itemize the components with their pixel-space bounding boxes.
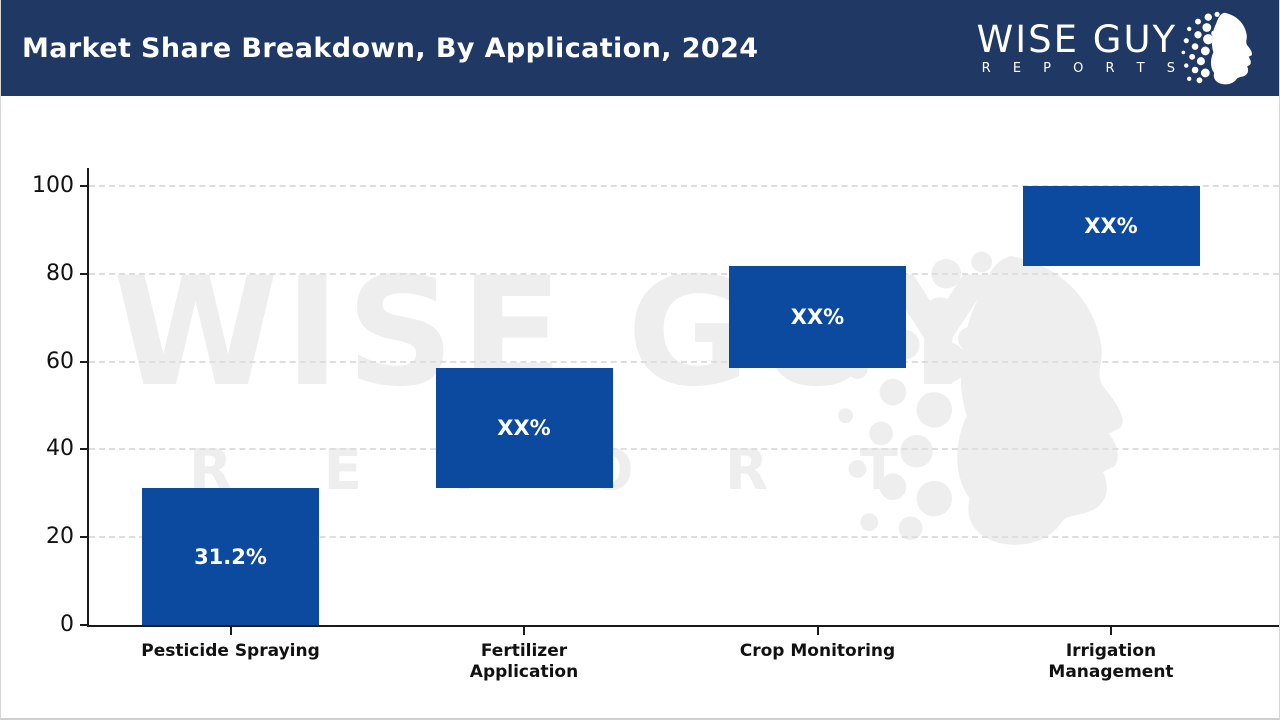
brand-name: WISE GUY <box>976 17 1178 61</box>
bar-segment: XX% <box>729 265 906 369</box>
header-bar: Market Share Breakdown, By Application, … <box>1 0 1279 96</box>
bar-segment: 31.2% <box>142 488 319 625</box>
y-tick-label: 100 <box>32 173 74 198</box>
x-category-label: Pesticide Spraying <box>141 641 320 661</box>
bar-segment: XX% <box>435 368 613 489</box>
brand-subtitle: R E P O R T S <box>981 60 1184 76</box>
bar-value-label: XX% <box>497 416 551 441</box>
x-tick-mark <box>816 627 819 635</box>
x-category-label: Fertilizer Application <box>469 641 579 682</box>
y-axis <box>87 168 89 627</box>
brand-logo-text: WISE GUY R E P O R T S <box>977 21 1184 76</box>
y-tick-mark <box>80 624 89 626</box>
x-tick-mark <box>523 627 525 635</box>
y-tick-mark <box>80 272 89 275</box>
y-tick-mark <box>80 448 89 451</box>
x-tick-mark <box>229 627 232 635</box>
gridline <box>89 448 1279 451</box>
gridline <box>89 185 1279 187</box>
brand-face-icon <box>1181 11 1252 85</box>
y-tick-mark <box>80 185 89 187</box>
brand-logo: WISE GUY R E P O R T S <box>977 8 1264 88</box>
y-tick-mark <box>80 360 89 363</box>
gridline <box>89 272 1279 275</box>
gridline <box>89 536 1279 539</box>
x-axis <box>87 625 1279 627</box>
y-tick-label: 60 <box>46 348 74 374</box>
y-tick-label: 40 <box>46 436 74 462</box>
y-tick-label: 80 <box>46 260 74 286</box>
x-tick-mark <box>1110 627 1112 635</box>
x-category-label: Irrigation Management <box>1048 641 1174 682</box>
y-tick-label: 20 <box>46 524 74 550</box>
y-tick-label: 0 <box>60 612 74 637</box>
page-title: Market Share Breakdown, By Application, … <box>22 32 759 64</box>
x-category-label: Crop Monitoring <box>739 641 896 661</box>
bar-value-label: XX% <box>1084 213 1138 238</box>
gridline <box>89 360 1279 363</box>
bar-segment: XX% <box>1022 186 1200 266</box>
bar-value-label: 31.2% <box>194 544 267 569</box>
bar-value-label: XX% <box>790 305 845 330</box>
y-tick-mark <box>80 536 89 539</box>
